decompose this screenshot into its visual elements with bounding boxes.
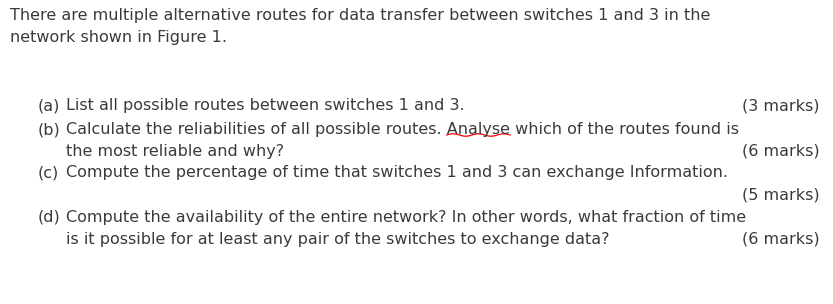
Text: (5 marks): (5 marks) bbox=[742, 187, 820, 202]
Text: List all possible routes between switches 1 and 3.: List all possible routes between switche… bbox=[66, 98, 465, 113]
Text: (3 marks): (3 marks) bbox=[742, 98, 820, 113]
Text: network shown in Figure 1.: network shown in Figure 1. bbox=[10, 30, 227, 45]
Text: (c): (c) bbox=[38, 165, 59, 180]
Text: is it possible for at least any pair of the switches to exchange data?: is it possible for at least any pair of … bbox=[66, 232, 610, 247]
Text: Compute the percentage of time that switches 1 and 3 can exchange Information.: Compute the percentage of time that swit… bbox=[66, 165, 728, 180]
Text: (a): (a) bbox=[38, 98, 60, 113]
Text: (d): (d) bbox=[38, 210, 61, 225]
Text: (6 marks): (6 marks) bbox=[742, 232, 820, 247]
Text: Calculate the reliabilities of all possible routes. Analyse which of the routes : Calculate the reliabilities of all possi… bbox=[66, 122, 739, 137]
Text: (6 marks): (6 marks) bbox=[742, 144, 820, 159]
Text: Compute the availability of the entire network? In other words, what fraction of: Compute the availability of the entire n… bbox=[66, 210, 746, 225]
Text: (b): (b) bbox=[38, 122, 61, 137]
Text: There are multiple alternative routes for data transfer between switches 1 and 3: There are multiple alternative routes fo… bbox=[10, 8, 711, 23]
Text: the most reliable and why?: the most reliable and why? bbox=[66, 144, 284, 159]
